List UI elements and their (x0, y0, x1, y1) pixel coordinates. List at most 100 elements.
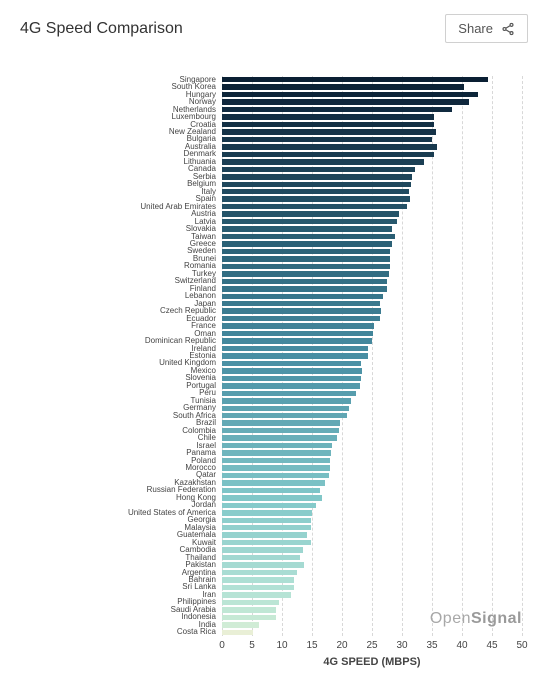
grid-line (432, 76, 433, 636)
grid-line (492, 76, 493, 636)
x-tick-label: 30 (392, 640, 412, 651)
chart-area: SingaporeSouth KoreaHungaryNorwayNetherl… (0, 66, 548, 662)
bar (222, 264, 390, 270)
bar (222, 137, 432, 143)
bar (222, 182, 411, 188)
bar (222, 622, 259, 628)
bar (222, 122, 434, 128)
page-title: 4G Speed Comparison (20, 20, 183, 38)
bar (222, 555, 300, 561)
x-tick-label: 20 (332, 640, 352, 651)
bar (222, 450, 331, 456)
bar (222, 346, 368, 352)
x-axis-title: 4G SPEED (MBPS) (222, 656, 522, 668)
bar (222, 226, 392, 232)
bar (222, 271, 389, 277)
bar (222, 107, 452, 113)
bar (222, 413, 347, 419)
bar (222, 99, 469, 105)
bar (222, 294, 383, 300)
bar (222, 174, 412, 180)
bar (222, 585, 294, 591)
grid-line (522, 76, 523, 636)
bar (222, 600, 279, 606)
bar (222, 480, 325, 486)
bar (222, 428, 339, 434)
bar (222, 129, 436, 135)
bar (222, 488, 320, 494)
bar (222, 577, 294, 583)
bar (222, 420, 340, 426)
bar (222, 465, 330, 471)
bar (222, 532, 307, 538)
bar (222, 562, 304, 568)
bar (222, 383, 360, 389)
x-tick-label: 15 (302, 640, 322, 651)
bar (222, 607, 276, 613)
share-button-label: Share (458, 21, 493, 36)
bar (222, 144, 437, 150)
bar (222, 256, 390, 262)
bar (222, 323, 374, 329)
bar (222, 219, 397, 225)
bar (222, 353, 368, 359)
plot-area (222, 76, 522, 636)
bar (222, 368, 362, 374)
bar (222, 241, 392, 247)
header: 4G Speed Comparison Share (0, 0, 548, 63)
bar (222, 196, 410, 202)
bar (222, 234, 395, 240)
bar (222, 84, 464, 90)
x-tick-label: 35 (422, 640, 442, 651)
bar (222, 435, 337, 441)
bar (222, 406, 349, 412)
bar (222, 518, 311, 524)
bar (222, 308, 381, 314)
bar (222, 316, 380, 322)
bar (222, 331, 373, 337)
bar (222, 249, 390, 255)
bar (222, 204, 407, 210)
watermark: OpenSignal (430, 610, 522, 628)
share-button[interactable]: Share (445, 14, 528, 43)
bar (222, 189, 409, 195)
bar (222, 458, 330, 464)
bar (222, 570, 297, 576)
bar (222, 376, 361, 382)
bar (222, 615, 276, 621)
watermark-open: Open (430, 610, 471, 627)
x-tick-label: 40 (452, 640, 472, 651)
bar (222, 286, 387, 292)
share-icon (501, 22, 515, 36)
bar (222, 114, 434, 120)
y-labels-column: SingaporeSouth KoreaHungaryNorwayNetherl… (0, 76, 218, 636)
bar (222, 391, 356, 397)
bar (222, 301, 380, 307)
bar (222, 152, 434, 158)
bar (222, 398, 351, 404)
x-tick-label: 0 (212, 640, 232, 651)
bar (222, 473, 329, 479)
bar (222, 592, 291, 598)
bar (222, 547, 303, 553)
bar (222, 338, 372, 344)
bar (222, 77, 488, 83)
bar-label: Costa Rica (16, 627, 216, 636)
x-tick-label: 10 (272, 640, 292, 651)
bar (222, 167, 415, 173)
bar (222, 443, 332, 449)
bar (222, 540, 311, 546)
grid-line (462, 76, 463, 636)
bar (222, 279, 387, 285)
bar (222, 361, 361, 367)
bar (222, 211, 399, 217)
x-tick-label: 25 (362, 640, 382, 651)
bar (222, 159, 424, 165)
x-tick-label: 45 (482, 640, 502, 651)
bar (222, 503, 316, 509)
x-tick-label: 5 (242, 640, 262, 651)
page-root: 4G Speed Comparison Share SingaporeSouth… (0, 0, 548, 676)
bar (222, 495, 322, 501)
bar (222, 510, 312, 516)
bar (222, 525, 311, 531)
